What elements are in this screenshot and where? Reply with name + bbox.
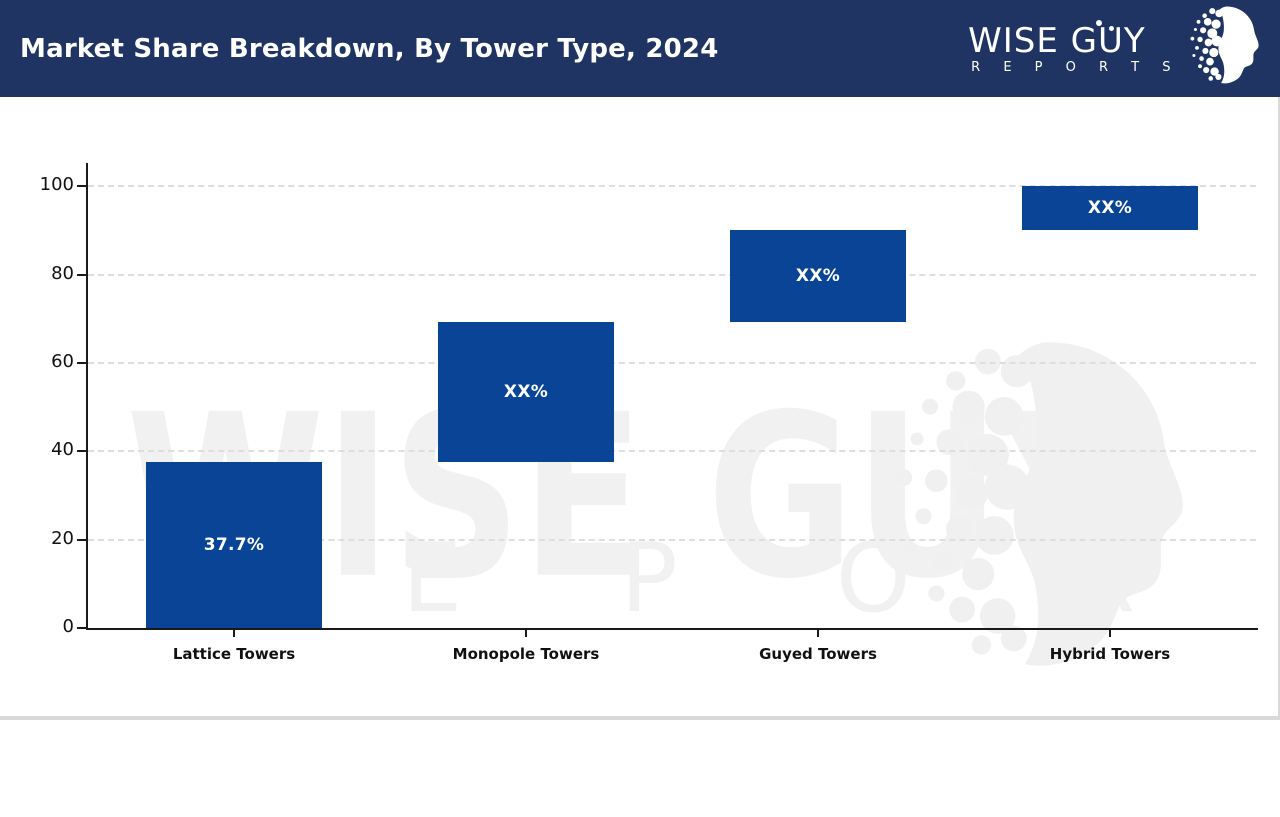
y-axis-line [86,163,88,630]
y-tick-mark [77,450,86,453]
x-tick-mark [817,630,819,637]
logo-dot [1096,19,1103,26]
bar-value-label: XX% [1087,198,1133,219]
y-tick-mark [77,627,86,629]
x-category-label: Guyed Towers [759,645,877,663]
wise-guy-logo: WISE GUY R E P O R T S [968,5,1262,93]
y-tick-mark [77,273,86,276]
y-tick-mark [77,538,86,541]
gridline [88,362,1256,365]
x-tick-mark [233,630,235,637]
x-category-label: Lattice Towers [172,645,296,663]
y-tick-mark [77,185,86,188]
chart-title: Market Share Breakdown, By Tower Type, 2… [20,33,719,64]
page-edge-bottom [0,716,1280,720]
gridline [88,185,1256,188]
x-category-label: Hybrid Towers [1049,645,1171,663]
y-tick-label: 0 [62,616,74,637]
gridline [88,450,1256,453]
logo-text: WISE GUY R E P O R T S [968,19,1180,75]
y-tick-label: 20 [51,527,74,549]
gridline [88,273,1256,276]
bar-segment-guyed-towers: XX% [730,230,906,322]
bar-value-label: XX% [503,381,549,402]
bar-segment-lattice-towers: 37.7% [146,461,322,628]
x-category-label: Monopole Towers [452,645,600,663]
x-tick-mark [525,630,527,637]
gridline [88,538,1256,541]
logo-subtitle: R E P O R T S [971,59,1180,75]
report-header: Market Share Breakdown, By Tower Type, 2… [0,0,1280,97]
x-axis-line [86,628,1258,630]
logo-wordmark: WISE GUY [968,20,1146,61]
logo-dot [1109,25,1115,31]
face-profile-icon [1184,5,1262,93]
bar-segment-monopole-towers: XX% [438,321,614,462]
y-tick-label: 100 [39,174,74,196]
plot-area: 0 20 40 60 80 100 37.7% Lattice Towers XX% Monopo… [40,163,1258,663]
x-tick-mark [1109,630,1111,637]
y-tick-mark [77,362,86,365]
page-edge-right [1278,97,1280,720]
bar-segment-hybrid-towers: XX% [1022,186,1198,231]
y-tick-label: 80 [51,262,74,284]
y-tick-label: 60 [51,351,74,373]
y-tick-label: 40 [51,439,74,461]
bar-value-label: XX% [795,266,841,287]
bar-value-label: 37.7% [203,534,265,555]
